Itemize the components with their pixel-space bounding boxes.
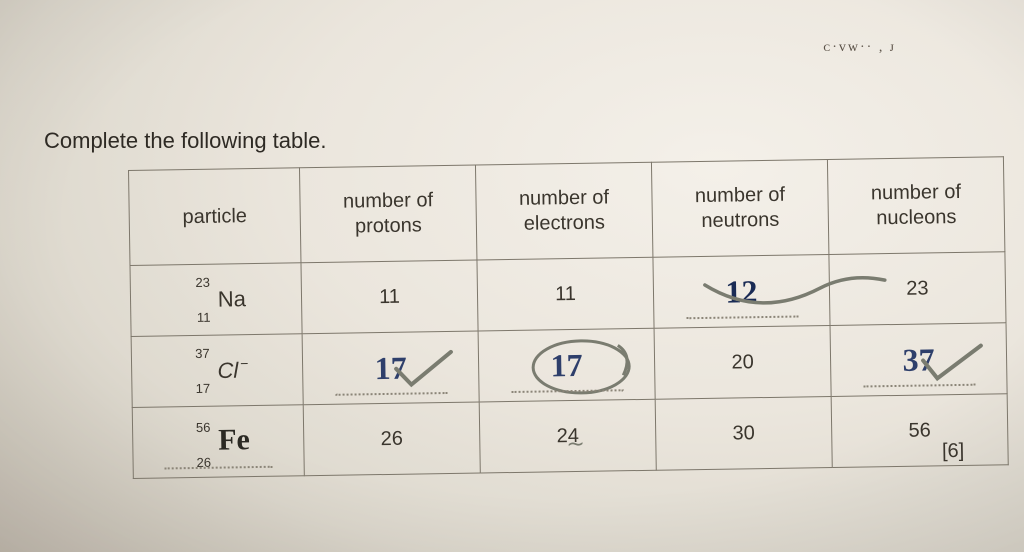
marks-label: [6]	[942, 440, 965, 463]
na-neutrons-hand: 12	[725, 273, 758, 309]
table-row: 23 11 Na 11 11 12 23	[130, 252, 1006, 337]
na-symbol: Na	[218, 286, 247, 311]
fe-protons: 26	[303, 402, 480, 476]
cl-electrons-hand: 17	[550, 346, 583, 382]
cl-prescripts: 37 17	[186, 356, 212, 386]
cl-atomic: 17	[196, 381, 211, 396]
circle-scribble: 17	[550, 348, 583, 381]
fe-nucleons: 56	[831, 394, 1008, 468]
worksheet-table: particle number of protons number of ele…	[128, 156, 1009, 479]
particle-cell-cl: 37 17 Cl−	[131, 334, 303, 408]
na-electrons: 11	[477, 257, 654, 331]
fe-mass: 56	[196, 420, 211, 435]
header-row: particle number of protons number of ele…	[129, 157, 1005, 266]
particle-fe: 56 26 Fe	[186, 423, 250, 460]
fe-symbol: Fe	[218, 423, 250, 456]
col-header-protons: number of protons	[299, 165, 476, 263]
na-nucleons-text: 23	[906, 277, 929, 299]
fe-atomic: 26	[196, 455, 211, 470]
cl-mass: 37	[195, 346, 210, 361]
fe-prescripts: 56 26	[186, 430, 212, 460]
cl-nucleons: 37	[830, 323, 1007, 397]
na-mass: 23	[195, 275, 210, 290]
strike-mark: ∼	[566, 431, 585, 457]
col-header-nucleons-l2: nucleons	[876, 206, 956, 229]
cl-neutrons: 20	[654, 325, 831, 399]
col-header-neutrons-l2: neutrons	[701, 209, 779, 232]
na-neutrons: 12	[653, 255, 830, 329]
col-header-electrons-l2: electrons	[524, 212, 605, 235]
col-header-electrons-l1: number of	[519, 186, 609, 209]
col-header-electrons: number of electrons	[475, 162, 652, 260]
col-header-protons-l1: number of	[343, 189, 433, 212]
particle-na: 23 11 Na	[186, 284, 246, 315]
na-atomic: 11	[197, 310, 211, 325]
cl-protons-hand: 17	[374, 349, 407, 385]
na-prescripts: 23 11	[186, 285, 212, 315]
fe-electrons: 24 ∼	[479, 399, 656, 473]
table-row: 56 26 Fe 26 24 ∼ 30 56	[132, 394, 1008, 479]
cl-protons: 17	[302, 331, 479, 405]
fe-neutrons: 30	[655, 396, 832, 470]
col-header-neutrons: number of neutrons	[651, 160, 828, 258]
col-header-neutrons-l1: number of	[695, 184, 785, 207]
cl-symbol: Cl	[217, 357, 238, 382]
particle-cell-na: 23 11 Na	[130, 263, 302, 337]
particle-cl: 37 17 Cl−	[186, 355, 249, 386]
table-row: 37 17 Cl− 17 17	[131, 323, 1007, 408]
col-header-nucleons: number of nucleons	[827, 157, 1004, 255]
na-nucleons: 23	[829, 252, 1006, 326]
col-header-protons-l2: protons	[355, 214, 422, 237]
particle-cell-fe: 56 26 Fe	[132, 405, 304, 479]
col-header-nucleons-l1: number of	[871, 181, 961, 204]
col-header-particle: particle	[129, 168, 301, 266]
cl-charge: −	[240, 355, 248, 371]
na-protons: 11	[301, 260, 478, 334]
top-right-scribble: ᴄ·ᴠᴡ·· , ᴊ	[824, 40, 896, 56]
cl-electrons: 17	[478, 328, 655, 402]
worksheet-table-wrap: particle number of protons number of ele…	[128, 156, 1009, 479]
cl-nucleons-hand: 37	[902, 341, 935, 377]
instruction-text: Complete the following table.	[44, 128, 327, 154]
